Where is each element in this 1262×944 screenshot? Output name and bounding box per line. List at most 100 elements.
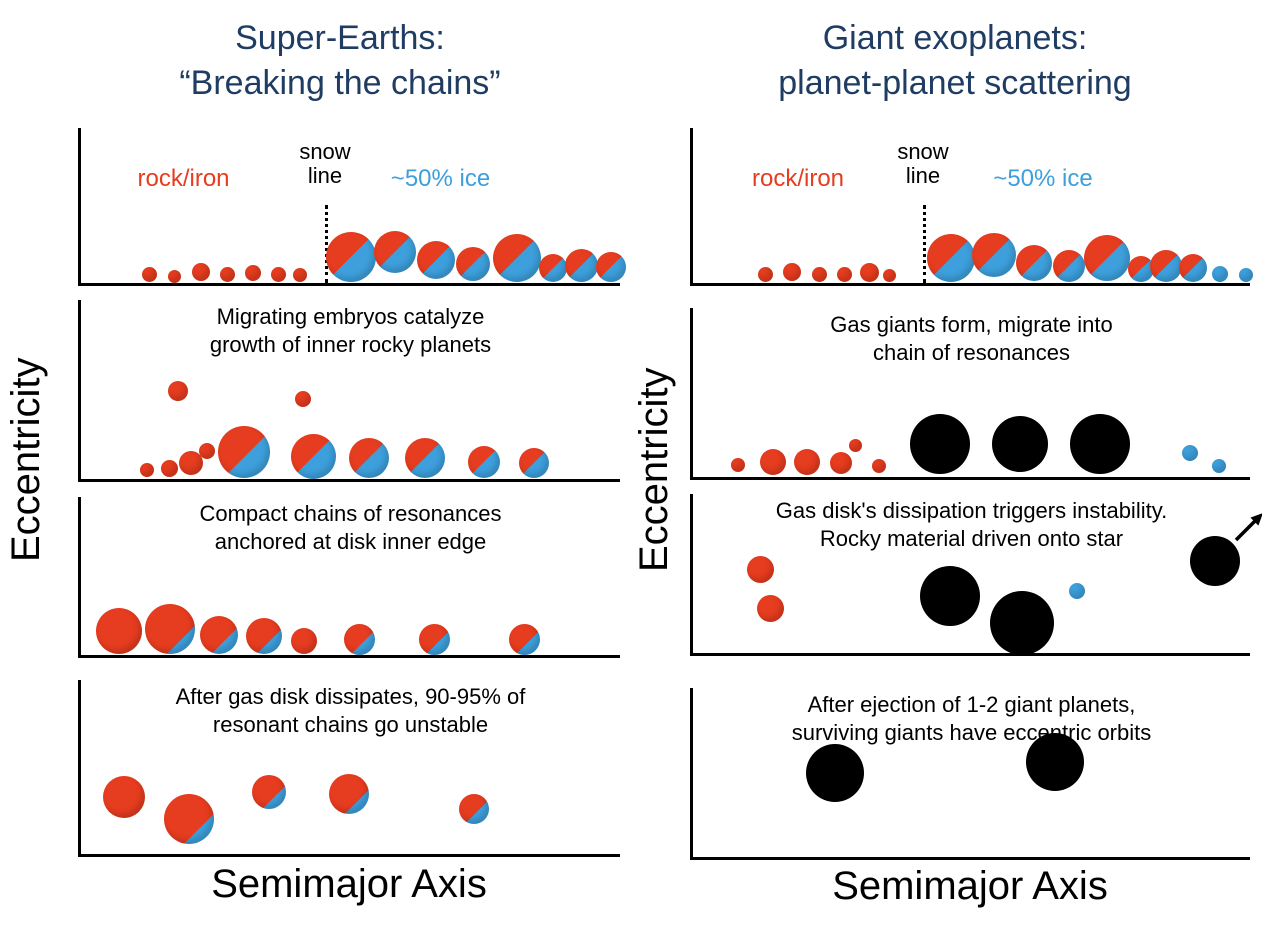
- left-panel-embryo-migration-caption: Migrating embryos catalyze growth of inn…: [81, 303, 620, 358]
- planet-black: [992, 416, 1048, 472]
- caption-line-2: growth of inner rocky planets: [209, 331, 492, 357]
- planet-rock: [811, 266, 827, 282]
- planet-ice: [1182, 445, 1198, 461]
- planet-mix: [1053, 250, 1085, 282]
- planet-rock: [756, 594, 784, 622]
- planet-rock: [848, 438, 862, 452]
- left-panel-resonant-chains: Compact chains of resonances anchored at…: [78, 497, 620, 658]
- left-y-axis-label: Eccentricity: [4, 357, 48, 563]
- planet-mix: [508, 623, 540, 655]
- planet-rock: [199, 443, 215, 459]
- planet-mix: [349, 438, 389, 478]
- left-panel-chain-instability-caption: After gas disk dissipates, 90-95% of res…: [81, 683, 620, 738]
- planet-mix: [145, 604, 195, 654]
- right-panel-eccentric-giants-caption: After ejection of 1-2 giant planets, sur…: [693, 691, 1250, 746]
- planet-mix: [519, 448, 549, 478]
- planet-rock: [168, 381, 188, 401]
- caption-line-2: Rocky material driven onto star: [819, 525, 1124, 551]
- planet-mix: [539, 254, 567, 282]
- planet-rock: [794, 449, 820, 475]
- right-column-title: Giant exoplanets: planet-planet scatteri…: [655, 16, 1255, 106]
- right-panel-giant-migration: Gas giants form, migrate into chain of r…: [690, 308, 1250, 480]
- planet-rock: [731, 458, 745, 472]
- planet-rock: [882, 268, 896, 282]
- planet-mix: [218, 426, 270, 478]
- planet-black: [910, 414, 970, 474]
- planet-mix: [972, 233, 1016, 277]
- caption-line-2: chain of resonances: [873, 339, 1070, 365]
- planet-mix: [596, 252, 626, 282]
- right-panel-giant-migration-caption: Gas giants form, migrate into chain of r…: [693, 311, 1250, 366]
- left-panel-disk-composition: rock/iron snow line ~50% ice: [78, 128, 626, 286]
- planet-ice: [1069, 583, 1085, 599]
- snow-line-label-word-2: line: [307, 162, 343, 188]
- planet-black: [920, 566, 980, 626]
- planet-mix: [418, 623, 450, 655]
- snow-line-label-word-2: line: [905, 162, 941, 188]
- planet-rock: [179, 451, 203, 475]
- planet-black: [990, 591, 1054, 655]
- caption-line-1: After ejection of 1-2 giant planets,: [807, 692, 1136, 717]
- planet-rock: [270, 266, 286, 282]
- left-panel-chain-instability: After gas disk dissipates, 90-95% of res…: [78, 680, 620, 857]
- planet-rock: [192, 263, 210, 281]
- planet-rock: [167, 269, 181, 283]
- planet-mix: [459, 794, 489, 824]
- right-panel-eccentric-giants: After ejection of 1-2 giant planets, sur…: [690, 688, 1250, 860]
- caption-line-1: Gas disk's dissipation triggers instabil…: [775, 498, 1168, 523]
- planet-mix: [1016, 245, 1052, 281]
- right-x-axis-label: Semimajor Axis: [832, 864, 1108, 908]
- ice-label: ~50% ice: [390, 165, 491, 192]
- planet-mix: [200, 616, 238, 654]
- caption-line-2: anchored at disk inner edge: [214, 528, 487, 554]
- planet-mix: [405, 438, 445, 478]
- planet-rock: [103, 776, 145, 818]
- planet-ice: [1212, 266, 1228, 282]
- planet-black: [806, 744, 864, 802]
- planet-mix: [1084, 235, 1130, 281]
- planet-mix: [329, 774, 369, 814]
- planet-mix: [290, 433, 336, 479]
- planet-rock: [836, 266, 852, 282]
- planet-rock: [757, 266, 773, 282]
- right-panel-scattering-instability-caption: Gas disk's dissipation triggers instabil…: [693, 497, 1250, 552]
- snow-line-divider: [325, 205, 328, 283]
- rock-iron-label: rock/iron: [751, 165, 845, 192]
- planet-rock: [746, 555, 774, 583]
- planet-rock: [245, 265, 261, 281]
- planet-rock: [872, 459, 886, 473]
- planet-rock: [830, 452, 852, 474]
- snow-line-label-word-1: snow: [299, 139, 351, 164]
- right-title-line-1: Giant exoplanets:: [822, 19, 1088, 57]
- planet-rock: [96, 608, 142, 654]
- planet-mix: [417, 241, 455, 279]
- planet-mix: [1179, 254, 1207, 282]
- planet-mix: [1150, 250, 1182, 282]
- planet-ice: [1212, 459, 1226, 473]
- planet-mix: [343, 623, 375, 655]
- planet-mix: [456, 247, 490, 281]
- planet-rock: [760, 449, 786, 475]
- planet-black: [1026, 733, 1084, 791]
- left-title-line-1: Super-Earths:: [235, 19, 445, 57]
- left-x-axis-label: Semimajor Axis: [211, 862, 487, 906]
- planet-mix: [246, 618, 282, 654]
- planet-mix: [1128, 256, 1154, 282]
- right-panel-disk-composition: rock/iron snow line ~50% ice: [690, 128, 1253, 286]
- left-column-title: Super-Earths: “Breaking the chains”: [40, 16, 640, 106]
- planet-mix: [374, 231, 416, 273]
- caption-line-2: resonant chains go unstable: [212, 711, 489, 737]
- planet-rock: [291, 628, 317, 654]
- planet-rock: [160, 459, 178, 477]
- planet-mix: [164, 794, 214, 844]
- planet-mix: [326, 232, 376, 282]
- planet-rock: [783, 263, 801, 281]
- planet-mix: [468, 446, 500, 478]
- left-panel-resonant-chains-caption: Compact chains of resonances anchored at…: [81, 500, 620, 555]
- ejection-arrow-icon: [1230, 508, 1262, 546]
- planet-rock: [293, 268, 307, 282]
- planet-rock: [141, 266, 157, 282]
- left-title-line-2: “Breaking the chains”: [179, 63, 501, 102]
- planet-rock: [859, 262, 879, 282]
